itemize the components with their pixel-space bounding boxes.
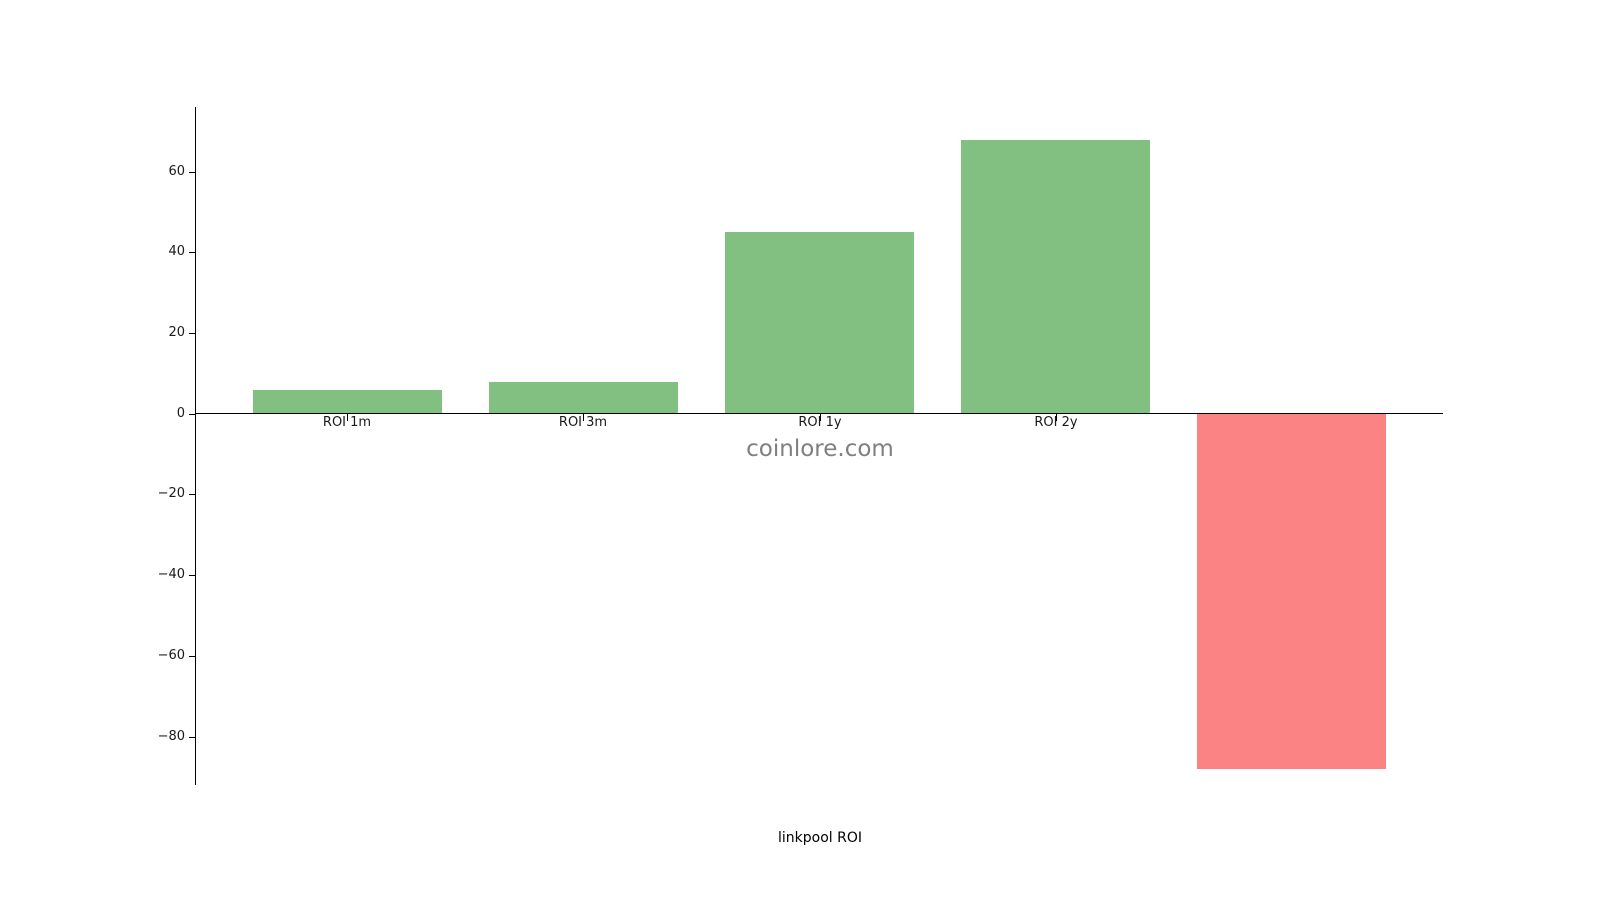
y-tick-mark xyxy=(189,414,196,415)
y-tick-label: −60 xyxy=(157,648,185,663)
y-tick-mark xyxy=(189,656,196,657)
x-tick-mark xyxy=(583,414,584,421)
y-tick-mark xyxy=(189,172,196,173)
y-tick-label: 20 xyxy=(168,325,185,340)
x-tick-mark xyxy=(347,414,348,421)
bar-roi-1m xyxy=(253,390,442,414)
y-tick-label: −80 xyxy=(157,729,185,744)
bar-roi-1y xyxy=(725,232,914,414)
watermark-text: coinlore.com xyxy=(746,436,894,462)
x-tick-label: ROI 1m xyxy=(322,415,372,430)
y-tick-mark xyxy=(189,333,196,334)
y-axis-line xyxy=(195,107,196,785)
x-tick-label: ROI 1y xyxy=(798,415,842,430)
y-tick-mark xyxy=(189,737,196,738)
y-tick-label: 0 xyxy=(176,406,185,421)
x-tick-mark xyxy=(820,414,821,421)
x-tick-label: ROI 3m xyxy=(558,415,608,430)
y-tick-label: −20 xyxy=(157,486,185,501)
y-tick-mark xyxy=(189,575,196,576)
bar-roi-2y xyxy=(961,140,1150,414)
bar-roi-3m xyxy=(489,382,678,414)
y-tick-label: −40 xyxy=(157,567,185,582)
x-axis-title: linkpool ROI xyxy=(778,830,862,846)
x-tick-mark xyxy=(1056,414,1057,421)
x-tick-label: ROI 2y xyxy=(1034,415,1078,430)
bar-unlabeled xyxy=(1197,414,1386,769)
x-axis-line xyxy=(196,413,1443,414)
y-tick-mark xyxy=(189,494,196,495)
y-tick-label: 40 xyxy=(168,244,185,259)
y-tick-mark xyxy=(189,252,196,253)
y-tick-label: 60 xyxy=(168,164,185,179)
